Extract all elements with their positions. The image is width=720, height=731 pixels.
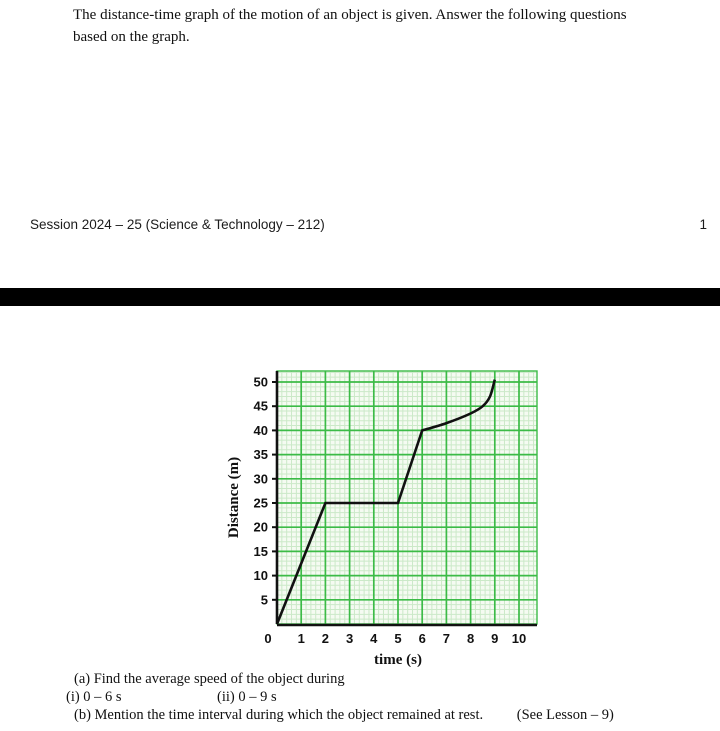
svg-text:25: 25 xyxy=(254,496,268,511)
svg-text:2: 2 xyxy=(322,631,329,646)
svg-text:15: 15 xyxy=(254,544,268,559)
svg-text:45: 45 xyxy=(254,399,268,414)
svg-text:30: 30 xyxy=(254,471,268,486)
axes xyxy=(272,371,537,627)
x-axis-title: time (s) xyxy=(374,652,422,667)
footer-session-label: Session 2024 – 25 (Science & Technology … xyxy=(30,217,325,232)
svg-text:50: 50 xyxy=(254,375,268,390)
svg-text:7: 7 xyxy=(443,631,450,646)
see-lesson-ref: (See Lesson – 9) xyxy=(516,707,614,723)
distance-time-curve xyxy=(275,379,497,625)
question-intro-line2: based on the graph. xyxy=(73,29,190,45)
y-tick-labels: 5 10 15 20 25 30 35 40 45 50 xyxy=(254,375,268,608)
svg-text:8: 8 xyxy=(467,631,474,646)
page-number: 1 xyxy=(699,217,707,232)
question-intro: The distance-time graph of the motion of… xyxy=(73,4,713,48)
svg-text:3: 3 xyxy=(346,631,353,646)
svg-text:20: 20 xyxy=(254,520,268,535)
question-b-text: (b) Mention the time interval during whi… xyxy=(74,707,484,723)
distance-time-graph: 5 10 15 20 25 30 35 40 45 50 0 1 2 3 4 5 6 7 8 9 10 time (s) D… xyxy=(218,362,550,668)
svg-text:6: 6 xyxy=(419,631,426,646)
page-divider-bar xyxy=(0,288,720,306)
svg-text:35: 35 xyxy=(254,447,268,462)
x-tick-labels: 0 1 2 3 4 5 6 7 8 9 10 xyxy=(264,631,526,646)
question-subparts: (i) 0 – 6 s (ii) 0 – 9 s xyxy=(66,689,466,706)
question-a: (a) Find the average speed of the object… xyxy=(74,671,345,687)
question-intro-line1: The distance-time graph of the motion of… xyxy=(73,7,627,23)
svg-text:10: 10 xyxy=(254,568,268,583)
svg-text:10: 10 xyxy=(512,631,526,646)
svg-text:9: 9 xyxy=(491,631,498,646)
question-a-ii: (ii) 0 – 9 s xyxy=(217,689,277,705)
question-b: (b) Mention the time interval during whi… xyxy=(74,707,614,724)
y-axis-title: Distance (m) xyxy=(226,457,242,538)
svg-text:5: 5 xyxy=(394,631,401,646)
svg-text:40: 40 xyxy=(254,423,268,438)
svg-text:4: 4 xyxy=(370,631,378,646)
svg-text:0: 0 xyxy=(264,631,271,646)
question-a-i: (i) 0 – 6 s xyxy=(66,689,122,705)
svg-text:5: 5 xyxy=(261,592,268,607)
svg-text:1: 1 xyxy=(298,631,305,646)
